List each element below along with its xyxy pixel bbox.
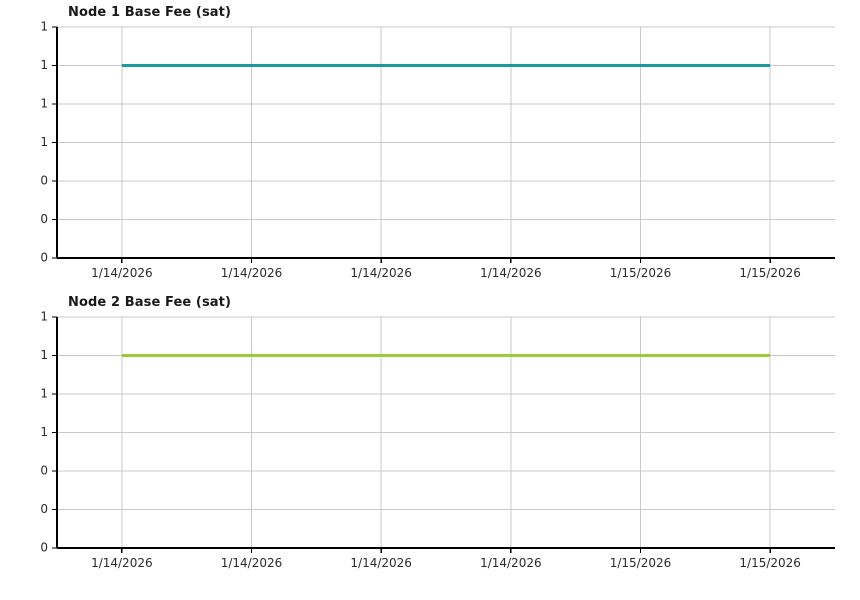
y-axis-tick-label: 0 <box>40 464 48 478</box>
x-axis-tick-label: 1/15/2026 <box>739 556 801 570</box>
y-axis-tick-label: 1 <box>40 58 48 72</box>
y-axis-tick-label: 0 <box>40 212 48 226</box>
y-axis-tick-label: 1 <box>40 310 48 324</box>
x-axis-tick-label: 1/14/2026 <box>221 556 283 570</box>
chart-panel-node-1: Node 1 Base Fee (sat) 1 1 1 1 0 0 0 1/14/2026 1/… <box>0 0 860 290</box>
y-axis-tick-label: 1 <box>40 135 48 149</box>
x-axis-tick-label: 1/15/2026 <box>739 266 801 280</box>
x-axis-tick-label: 1/14/2026 <box>91 266 153 280</box>
y-axis-tick-label: 1 <box>40 425 48 439</box>
chart-title-node-2: Node 2 Base Fee (sat) <box>68 295 232 310</box>
chart-panel-node-2: Node 2 Base Fee (sat) 1 1 1 1 0 0 0 1/14/2026 1/… <box>0 290 860 580</box>
x-axis-tick-label: 1/14/2026 <box>221 266 283 280</box>
y-axis-tick-label: 1 <box>40 387 48 401</box>
x-axis-tick-label: 1/15/2026 <box>610 266 672 280</box>
y-axis-tick-label: 0 <box>40 251 48 265</box>
x-axis-tick-label: 1/14/2026 <box>350 556 412 570</box>
y-axis-tick-label: 0 <box>40 174 48 188</box>
y-axis-tick-label: 1 <box>40 97 48 111</box>
y-axis-tick-label: 0 <box>40 541 48 555</box>
x-axis-tick-label: 1/14/2026 <box>91 556 153 570</box>
y-axis-tick-label: 1 <box>40 348 48 362</box>
plot-area: 1 1 1 1 0 0 0 1/14/2026 1/14/2026 1/14/2026 1/14/2… <box>40 310 835 570</box>
x-axis-tick-label: 1/14/2026 <box>350 266 412 280</box>
y-axis-tick-label: 0 <box>40 502 48 516</box>
chart-plot-node-1: 1 1 1 1 0 0 0 1/14/2026 1/14/2026 1/14/2026 1/14/2… <box>40 20 835 280</box>
x-axis-tick-label: 1/14/2026 <box>480 556 542 570</box>
chart-plot-node-2: 1 1 1 1 0 0 0 1/14/2026 1/14/2026 1/14/2026 1/14/2… <box>40 310 835 570</box>
plot-area: 1 1 1 1 0 0 0 1/14/2026 1/14/2026 1/14/2026 1/14/2… <box>40 20 835 280</box>
chart-title-node-1: Node 1 Base Fee (sat) <box>68 5 232 20</box>
x-axis-tick-label: 1/15/2026 <box>610 556 672 570</box>
x-axis-tick-label: 1/14/2026 <box>480 266 542 280</box>
y-axis-tick-label: 1 <box>40 20 48 34</box>
